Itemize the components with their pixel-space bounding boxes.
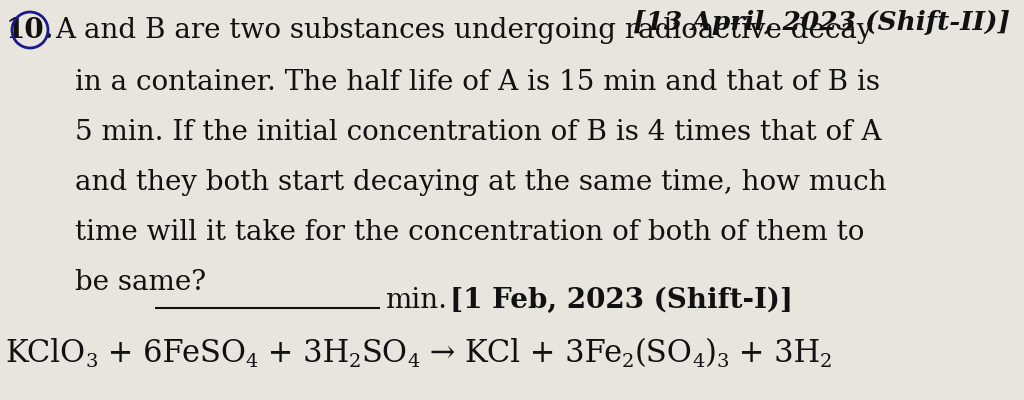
Text: 4: 4 xyxy=(692,353,705,371)
Text: in a container. The half life of A is 15 min and that of B is: in a container. The half life of A is 15… xyxy=(75,68,880,96)
Text: 10.: 10. xyxy=(6,16,54,44)
Text: 3: 3 xyxy=(717,353,729,371)
Text: 5 min. If the initial concentration of B is 4 times that of A: 5 min. If the initial concentration of B… xyxy=(75,118,882,146)
Text: 2: 2 xyxy=(820,353,833,371)
Text: be same?: be same? xyxy=(75,268,206,296)
Text: + 3H: + 3H xyxy=(258,338,349,369)
Text: 2: 2 xyxy=(349,353,361,371)
Text: and they both start decaying at the same time, how much: and they both start decaying at the same… xyxy=(75,168,887,196)
Text: + 3H: + 3H xyxy=(729,338,820,369)
Text: [13 April, 2023 (Shift-II)]: [13 April, 2023 (Shift-II)] xyxy=(633,10,1010,35)
Text: → KCl + 3Fe: → KCl + 3Fe xyxy=(420,338,622,369)
Text: 4: 4 xyxy=(246,353,258,371)
Text: 2: 2 xyxy=(622,353,635,371)
Text: 4: 4 xyxy=(408,353,420,371)
Text: (SO: (SO xyxy=(635,338,692,369)
Text: SO: SO xyxy=(361,338,408,369)
Text: 3: 3 xyxy=(85,353,97,371)
Text: A and B are two substances undergoing radioactive decay: A and B are two substances undergoing ra… xyxy=(55,16,872,44)
Text: time will it take for the concentration of both of them to: time will it take for the concentration … xyxy=(75,218,864,246)
Text: min.: min. xyxy=(385,286,447,314)
Text: + 6FeSO: + 6FeSO xyxy=(97,338,246,369)
Text: ): ) xyxy=(705,338,717,369)
Text: KClO: KClO xyxy=(5,338,85,369)
Text: [1 Feb, 2023 (Shift-I)]: [1 Feb, 2023 (Shift-I)] xyxy=(450,286,793,314)
